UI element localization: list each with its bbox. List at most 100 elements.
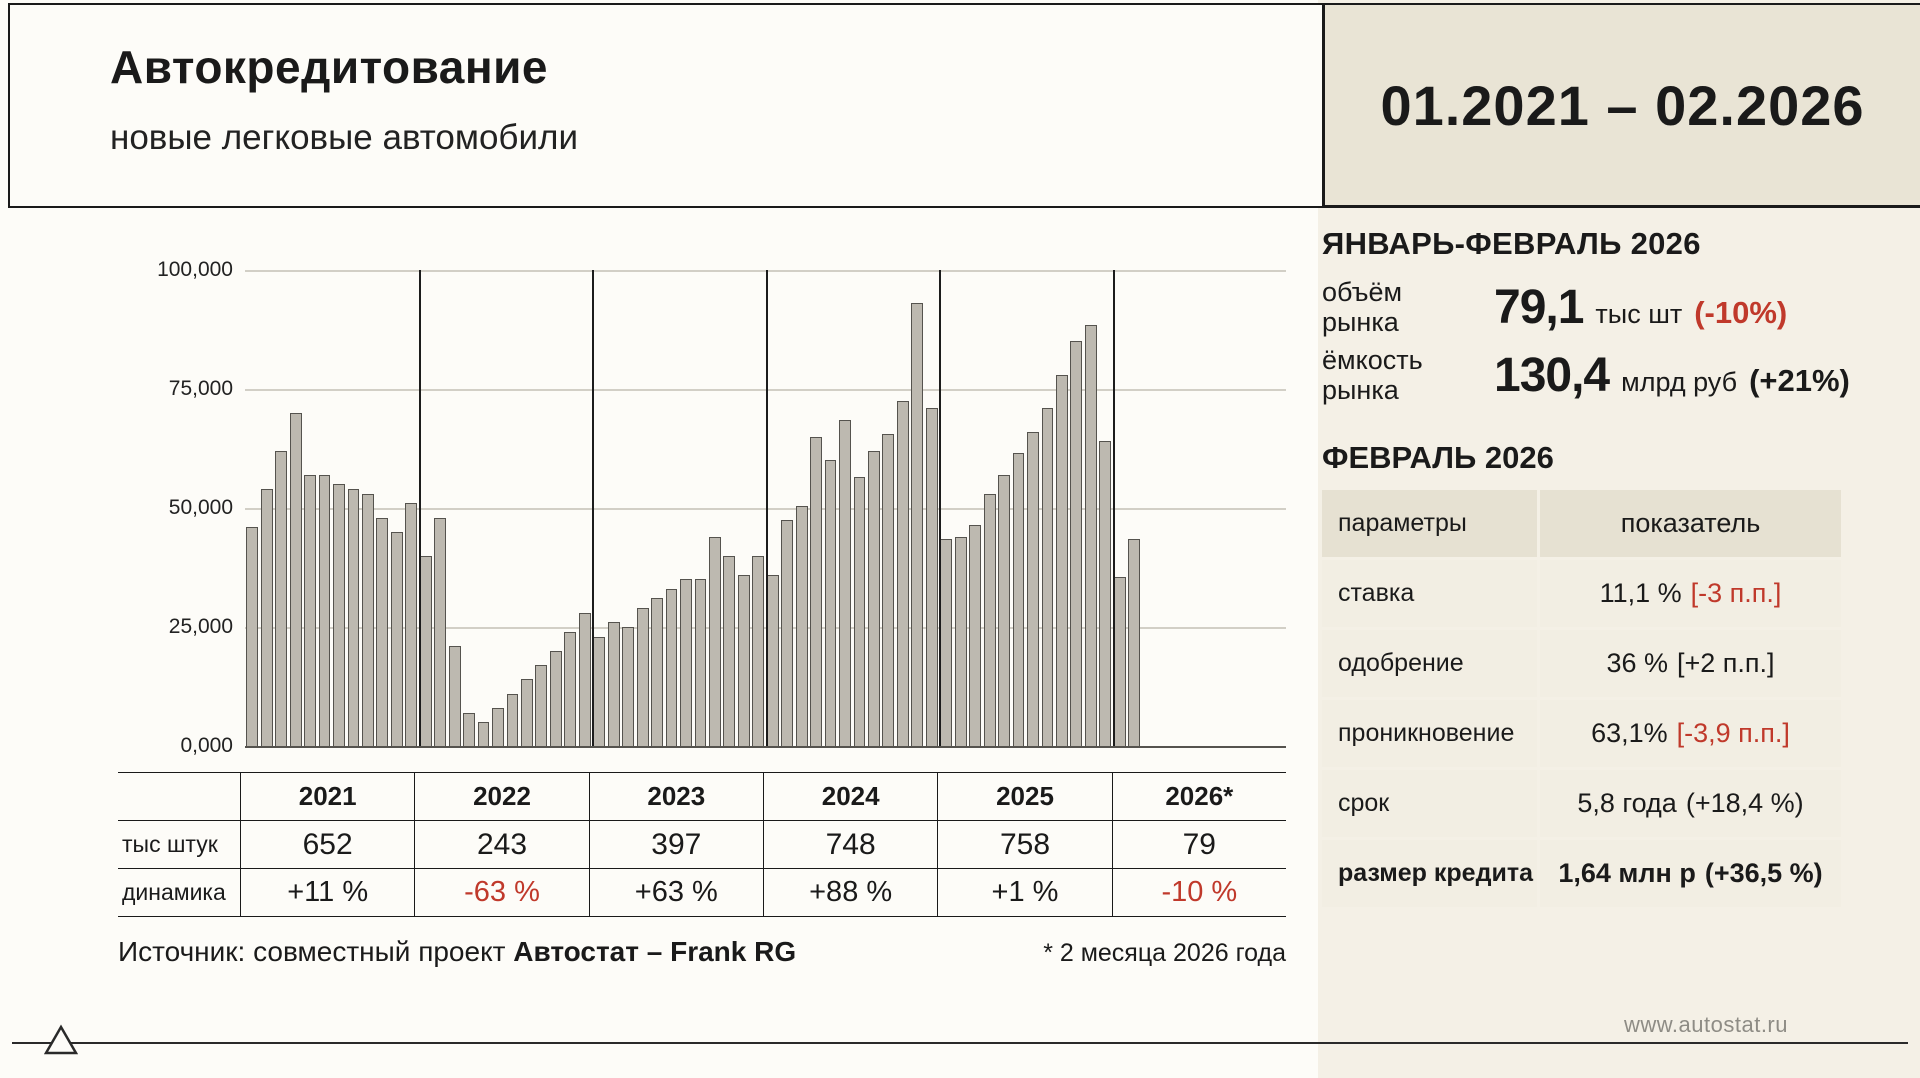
footer-line <box>12 1042 1908 1044</box>
chart-bar <box>795 505 808 746</box>
param-value: 36 % [+2 п.п.] <box>1540 630 1841 697</box>
chart-bar <box>925 408 938 746</box>
chart-bar <box>361 493 374 746</box>
chart-bar <box>260 488 273 746</box>
param-value: 63,1% [-3,9 п.п.] <box>1540 700 1841 767</box>
chart-bar <box>376 517 389 746</box>
market-capacity-metric: ёмкость рынка 130,4 млрд руб (+21%) <box>1322 344 1867 406</box>
chart-bar <box>463 712 476 746</box>
chart-bar <box>882 434 895 746</box>
param-value: 1,64 млн р (+36,5 %) <box>1540 840 1841 907</box>
chart-bar <box>578 612 591 746</box>
chart-bar <box>708 536 721 746</box>
yearly-dynamics-cell: +1 % <box>937 869 1112 917</box>
chart-bar <box>998 474 1010 746</box>
metric-values: 130,4 млрд руб (+21%) <box>1494 348 1850 403</box>
chart-bar <box>766 574 779 746</box>
yearly-dynamics-cell: +11 % <box>240 869 415 917</box>
chart-bar <box>333 484 345 746</box>
chart-bar <box>781 519 794 746</box>
autostat-logo-icon <box>43 1024 79 1061</box>
chart-bar <box>723 555 736 746</box>
stats-panel: ЯНВАРЬ-ФЕВРАЛЬ 2026 объём рынка 79,1 тыс… <box>1322 226 1867 907</box>
year-separator-line <box>418 270 421 746</box>
chart-bar <box>651 598 663 746</box>
period-box: 01.2021 – 02.2026 <box>1322 3 1920 208</box>
yearly-dynamics-cell: +88 % <box>762 869 938 917</box>
february-title: ФЕВРАЛЬ 2026 <box>1322 440 1554 475</box>
chart-bar <box>737 574 750 746</box>
chart-bar <box>940 538 953 746</box>
source-row: Источник: совместный проект Автостат – F… <box>118 936 1286 968</box>
chart-bar <box>1012 453 1025 746</box>
jan-feb-title: ЯНВАРЬ-ФЕВРАЛЬ 2026 <box>1322 226 1701 261</box>
year-column-header: 2021 <box>240 773 415 821</box>
param-value-main: 5,8 года <box>1577 788 1677 818</box>
year-column-header: 2026* <box>1111 773 1286 821</box>
year-separator-line <box>765 270 768 746</box>
metric-value: 130,4 <box>1494 348 1610 402</box>
year-column-header: 2025 <box>937 773 1112 821</box>
year-separator-line <box>1112 270 1115 746</box>
y-axis-tick-label: 100,000 <box>157 258 233 281</box>
param-name: одобрение <box>1322 630 1537 697</box>
yearly-volume-cell: 652 <box>240 821 415 869</box>
chart-bar <box>1084 324 1097 746</box>
param-name: срок <box>1322 770 1537 837</box>
chart-bar <box>969 524 982 746</box>
param-name: ставка <box>1322 560 1537 627</box>
chart-bar <box>694 579 707 746</box>
chart-bar <box>680 579 692 746</box>
chart-bar <box>564 631 577 746</box>
chart-bar <box>1113 577 1126 746</box>
chart-bar <box>289 412 302 746</box>
chart-bar <box>477 722 490 746</box>
chart-bar <box>1055 374 1068 746</box>
year-separator-line <box>592 270 594 746</box>
metric-value: 79,1 <box>1494 280 1584 334</box>
chart-bar <box>607 622 620 746</box>
chart-bar <box>622 627 635 746</box>
source-text: Источник: совместный проект Автостат – F… <box>118 936 796 968</box>
param-value-main: 1,64 млн р <box>1558 858 1696 888</box>
metric-unit: тыс шт <box>1595 298 1683 329</box>
param-name: проникновение <box>1322 700 1537 767</box>
header-strip <box>8 3 1322 208</box>
param-value: 5,8 года (+18,4 %) <box>1540 770 1841 837</box>
footnote: * 2 месяца 2026 года <box>1043 939 1286 967</box>
y-axis: 100,000 75,000 50,000 25,000 0,000 <box>85 258 233 757</box>
year-column-header: 2022 <box>414 773 589 821</box>
chart-bar <box>810 436 823 746</box>
y-axis-tick-label: 0,000 <box>180 734 233 757</box>
chart-bar <box>839 419 851 746</box>
website-link[interactable]: www.autostat.ru <box>1623 1012 1788 1037</box>
yearly-dynamics-cell: -63 % <box>414 869 589 917</box>
page-title: Автокредитование <box>110 41 549 93</box>
chart-bar <box>492 707 504 746</box>
param-value-main: 11,1 % <box>1599 578 1682 608</box>
page-subtitle: новые легковые автомобили <box>110 118 578 157</box>
param-value-main: 63,1% <box>1591 718 1668 748</box>
metric-change: (-10%) <box>1694 294 1788 330</box>
bar-chart-plot <box>245 270 1286 748</box>
chart-bar <box>1099 441 1112 746</box>
chart-bar <box>1041 408 1054 746</box>
chart-bar <box>911 303 924 746</box>
param-value-bracket: (+18,4 %) <box>1685 788 1804 818</box>
metric-values: 79,1 тыс шт (-10%) <box>1494 280 1787 335</box>
param-value: 11,1 % [-3 п.п.] <box>1540 560 1841 627</box>
chart-bar <box>1070 341 1083 746</box>
param-value-bracket: [-3 п.п.] <box>1690 578 1782 608</box>
metric-label: ёмкость рынка <box>1322 344 1423 405</box>
chart-bar <box>521 679 533 746</box>
period-text: 01.2021 – 02.2026 <box>1380 73 1865 137</box>
yearly-dynamics-cell: -10 % <box>1111 869 1286 917</box>
source-bold: Автостат – Frank RG <box>513 936 797 967</box>
february-parameters-table: параметры показатель ставка 11,1 % [-3 п… <box>1322 490 1867 907</box>
chart-bar <box>954 536 967 746</box>
chart-bar <box>535 665 548 746</box>
chart-bar <box>448 646 461 746</box>
metric-change: (+21%) <box>1749 362 1850 398</box>
chart-bar <box>853 477 866 746</box>
chart-bar <box>390 531 403 746</box>
